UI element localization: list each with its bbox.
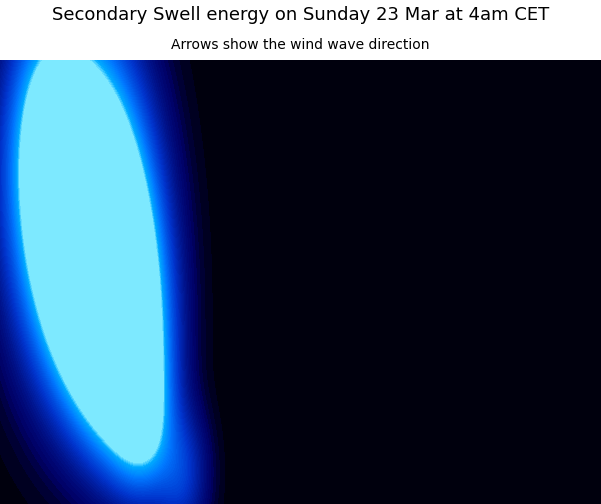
Text: Secondary Swell energy on Sunday 23 Mar at 4am CET: Secondary Swell energy on Sunday 23 Mar … [52, 6, 549, 24]
Text: Arrows show the wind wave direction: Arrows show the wind wave direction [171, 38, 430, 52]
